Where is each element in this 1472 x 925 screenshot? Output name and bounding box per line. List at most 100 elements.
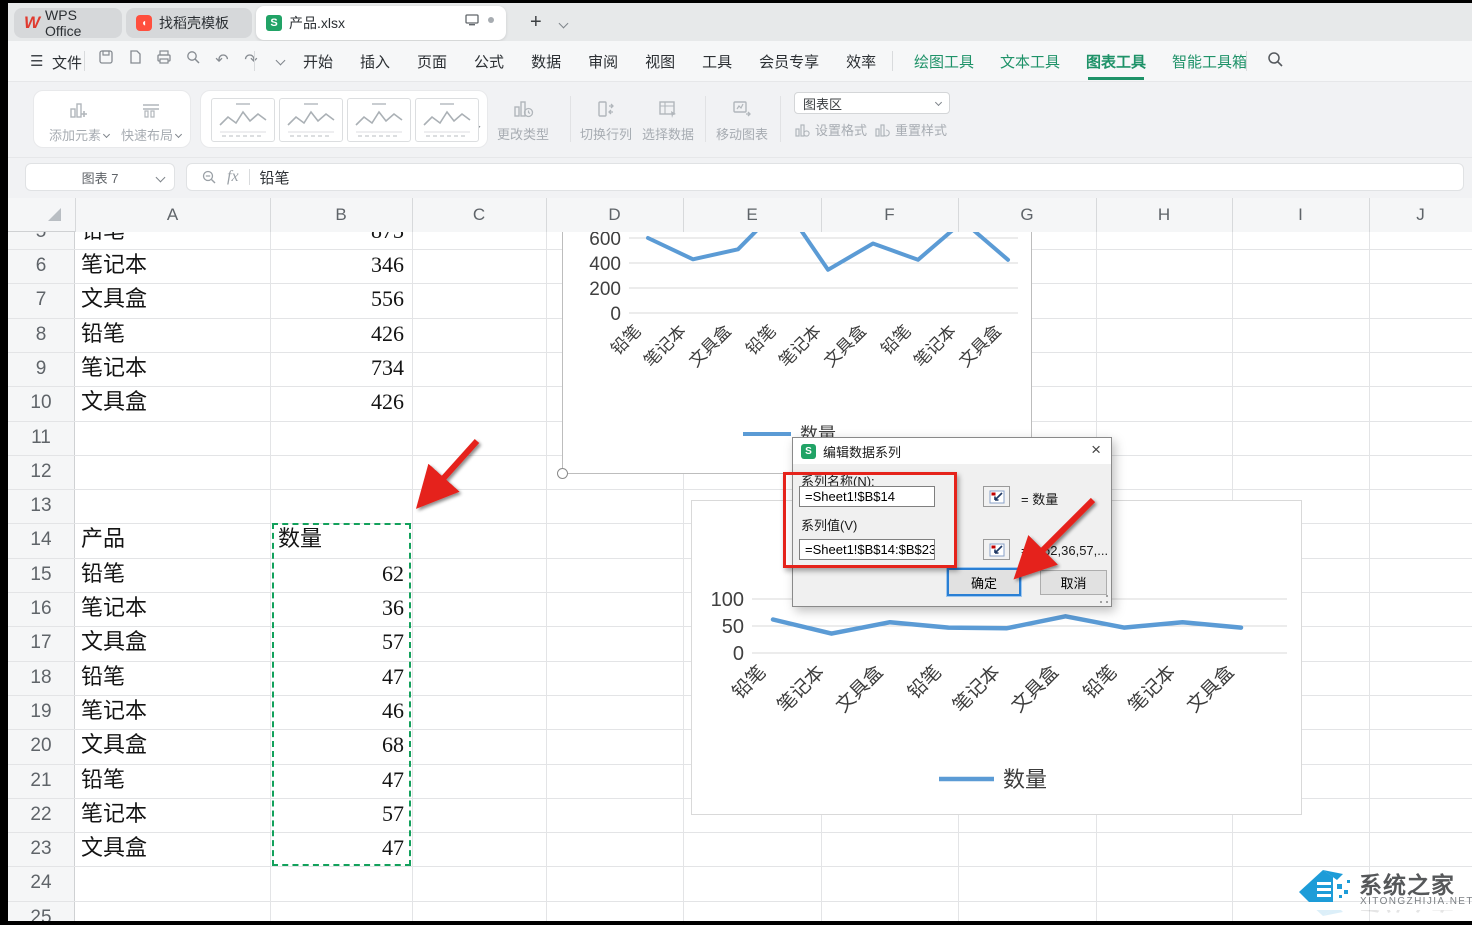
cell-B8[interactable]: 426 — [371, 320, 404, 346]
tab-list-chevron-icon[interactable] — [558, 18, 569, 29]
menu-tool-智能工具箱[interactable]: 智能工具箱 — [1172, 54, 1248, 71]
chart-style-thumbnail[interactable] — [211, 98, 275, 142]
series-value-input[interactable]: =Sheet1!$B$14:$B$23 — [799, 539, 935, 560]
print-preview-icon[interactable] — [183, 49, 203, 70]
cell-B20[interactable]: 68 — [382, 732, 404, 758]
reset-style-button[interactable]: 重置样式 — [874, 120, 947, 139]
export-icon[interactable] — [125, 49, 145, 70]
chart-resize-handle[interactable] — [557, 468, 568, 479]
cell-A16[interactable]: 笔记本 — [81, 595, 148, 620]
ribbon-search-icon[interactable] — [1266, 50, 1284, 73]
row-header-23[interactable]: 23 — [8, 832, 74, 867]
row-header-7[interactable]: 7 — [8, 283, 74, 318]
set-format-button[interactable]: 设置格式 — [794, 120, 867, 139]
formula-bar[interactable]: fx 铅笔 — [186, 163, 1464, 191]
cell-B7[interactable]: 556 — [371, 286, 404, 312]
cell-B19[interactable]: 46 — [382, 697, 404, 723]
column-header-H[interactable]: H — [1096, 198, 1232, 232]
cell-A14[interactable]: 产品 — [81, 526, 126, 552]
row-header-9[interactable]: 9 — [8, 351, 74, 387]
save-icon[interactable] — [96, 49, 116, 70]
range-picker-button[interactable] — [983, 539, 1010, 560]
switch-row-col-button[interactable]: 切换行列 — [578, 98, 634, 143]
row-header-22[interactable]: 22 — [8, 797, 74, 833]
menu-tool-绘图工具[interactable]: 绘图工具 — [914, 54, 975, 71]
row-header-14[interactable]: 14 — [8, 523, 74, 558]
cell-A8[interactable]: 铅笔 — [81, 320, 126, 346]
tab-docer-templates[interactable]: ◖ 找稻壳模板 — [126, 8, 252, 38]
cell-A5[interactable]: 铅笔 — [81, 232, 266, 249]
row-header-17[interactable]: 17 — [8, 626, 74, 661]
formula-zoom-icon[interactable] — [201, 169, 217, 185]
row-header-15[interactable]: 15 — [8, 557, 74, 592]
move-chart-button[interactable]: 移动图表 — [713, 98, 771, 143]
row-header-10[interactable]: 10 — [8, 386, 74, 421]
monitor-icon[interactable] — [465, 14, 479, 26]
column-header-F[interactable]: F — [821, 198, 958, 232]
row-header-5[interactable]: 5 — [8, 232, 74, 249]
change-chart-type-button[interactable]: 更改类型 — [490, 98, 556, 143]
column-header-B[interactable]: B — [270, 198, 412, 232]
row-header-19[interactable]: 19 — [8, 694, 74, 730]
cancel-button[interactable]: 取消 — [1040, 570, 1107, 595]
cell-A7[interactable]: 文具盒 — [81, 286, 148, 312]
chart-7[interactable]: 0 200 400 600 铅笔 笔记本 文具盒 铅笔 笔记本 文具盒 铅笔 笔记本 文具盒 数量 — [562, 201, 1032, 474]
row-header-6[interactable]: 6 — [8, 249, 74, 284]
column-header-I[interactable]: I — [1232, 198, 1369, 232]
row-header-25[interactable]: 25 — [8, 900, 74, 925]
add-element-button[interactable]: 添加元素 — [46, 99, 112, 144]
cell-B6[interactable]: 346 — [371, 252, 404, 277]
cell-A23[interactable]: 文具盒 — [81, 835, 148, 861]
menu-item-开始[interactable]: 开始 — [303, 54, 334, 71]
cell-A6[interactable]: 笔记本 — [81, 252, 148, 277]
range-picker-button[interactable] — [983, 486, 1010, 507]
cell-A10[interactable]: 文具盒 — [81, 389, 148, 415]
menu-item-效率[interactable]: 效率 — [846, 54, 877, 71]
row-header-8[interactable]: 8 — [8, 317, 74, 352]
dialog-title-bar[interactable]: S 编辑数据系列 — [793, 438, 1111, 464]
column-header-E[interactable]: E — [683, 198, 821, 232]
cell-A15[interactable]: 铅笔 — [81, 560, 126, 586]
cell-A9[interactable]: 笔记本 — [81, 354, 148, 380]
name-box[interactable]: 图表 7 — [25, 163, 175, 191]
chart-style-thumbnail[interactable] — [279, 98, 343, 142]
menu-file[interactable]: 文件 — [52, 55, 83, 72]
tab-wps-office[interactable]: W WPS Office — [14, 7, 122, 39]
column-header-D[interactable]: D — [546, 198, 683, 232]
chart-style-thumbnail[interactable] — [347, 98, 411, 142]
cell-B22[interactable]: 57 — [382, 800, 404, 826]
cell-A18[interactable]: 铅笔 — [81, 663, 126, 689]
redo-icon[interactable]: ↷ — [244, 51, 258, 69]
cell-B18[interactable]: 47 — [382, 663, 404, 689]
cell-A22[interactable]: 笔记本 — [81, 800, 148, 826]
toolbar-more-chevron-icon[interactable] — [270, 51, 290, 69]
menu-tool-文本工具[interactable]: 文本工具 — [1000, 54, 1061, 71]
cell-B16[interactable]: 36 — [382, 595, 404, 620]
menu-tool-图表工具[interactable]: 图表工具 — [1086, 51, 1146, 80]
row-header-12[interactable]: 12 — [8, 454, 74, 490]
menu-item-数据[interactable]: 数据 — [531, 54, 562, 71]
row-header-18[interactable]: 18 — [8, 660, 74, 695]
select-all-corner[interactable] — [48, 208, 61, 221]
row-header-11[interactable]: 11 — [8, 420, 74, 455]
menu-item-会员专享[interactable]: 会员专享 — [759, 54, 820, 71]
row-header-24[interactable]: 24 — [8, 866, 74, 901]
chart-area-dropdown[interactable]: 图表区 — [794, 92, 950, 114]
menu-item-页面[interactable]: 页面 — [417, 54, 448, 71]
row-header-21[interactable]: 21 — [8, 763, 74, 798]
ok-button[interactable]: 确定 — [947, 568, 1021, 596]
cell-B5[interactable]: 873 — [272, 232, 404, 249]
row-header-13[interactable]: 13 — [8, 489, 74, 524]
column-header-J[interactable]: J — [1369, 198, 1472, 232]
print-icon[interactable] — [154, 49, 174, 70]
cell-B17[interactable]: 57 — [382, 629, 404, 655]
column-header-G[interactable]: G — [958, 198, 1096, 232]
menu-item-视图[interactable]: 视图 — [645, 54, 676, 71]
cell-A20[interactable]: 文具盒 — [81, 732, 148, 758]
cell-B21[interactable]: 47 — [382, 766, 404, 792]
dialog-close-icon[interactable]: × — [1091, 440, 1101, 459]
chart-style-thumbnail[interactable] — [415, 98, 479, 142]
row-header-16[interactable]: 16 — [8, 592, 74, 627]
menu-item-工具[interactable]: 工具 — [702, 54, 733, 71]
tab-product-xlsx[interactable]: S 产品.xlsx — [256, 6, 506, 40]
